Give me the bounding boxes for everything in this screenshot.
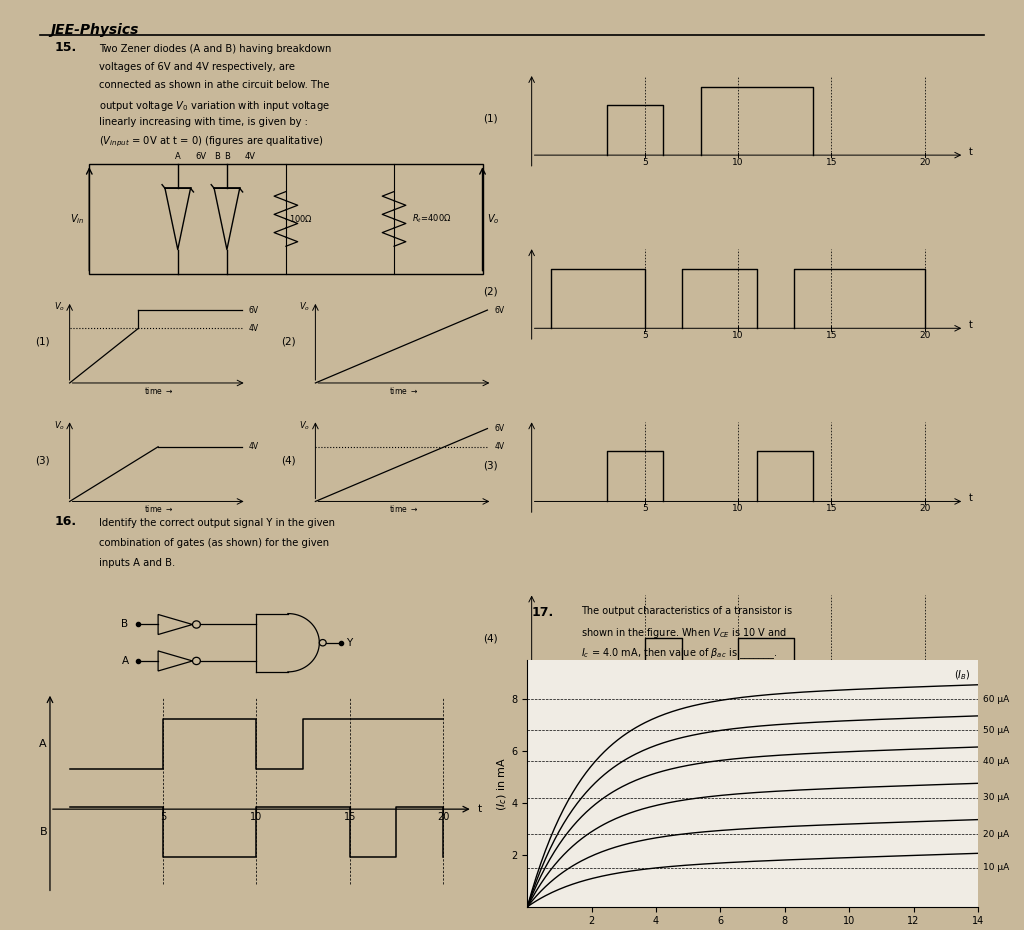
Text: (1): (1) bbox=[35, 337, 50, 347]
Text: B: B bbox=[39, 827, 47, 837]
Text: t: t bbox=[969, 320, 973, 330]
Text: 5: 5 bbox=[642, 331, 647, 340]
Text: Y: Y bbox=[346, 638, 352, 647]
Text: B: B bbox=[122, 619, 129, 630]
Text: B: B bbox=[224, 152, 229, 161]
Text: 15.: 15. bbox=[55, 41, 77, 54]
Text: 10 μA: 10 μA bbox=[983, 863, 1009, 872]
Text: 15: 15 bbox=[825, 678, 838, 686]
Text: $R_t$=400$\Omega$: $R_t$=400$\Omega$ bbox=[412, 213, 452, 225]
Text: Two Zener diodes (A and B) having breakdown: Two Zener diodes (A and B) having breakd… bbox=[99, 44, 332, 54]
Text: B: B bbox=[214, 152, 220, 161]
Text: 20: 20 bbox=[920, 678, 931, 686]
Text: voltages of 6V and 4V respectively, are: voltages of 6V and 4V respectively, are bbox=[99, 62, 295, 73]
Text: 15: 15 bbox=[344, 812, 356, 822]
Text: linearly increasing with time, is given by :: linearly increasing with time, is given … bbox=[99, 117, 308, 126]
Bar bbox=[89, 165, 482, 273]
Text: $I_c$ = 4.0 mA, then value of $\beta_{ac}$ is _______.: $I_c$ = 4.0 mA, then value of $\beta_{ac… bbox=[581, 646, 777, 661]
Text: inputs A and B.: inputs A and B. bbox=[99, 558, 175, 568]
Text: 20: 20 bbox=[920, 158, 931, 167]
Text: 20 μA: 20 μA bbox=[983, 830, 1009, 839]
Text: 6V: 6V bbox=[196, 152, 207, 161]
Text: 20: 20 bbox=[920, 504, 931, 513]
Text: 15: 15 bbox=[825, 331, 838, 340]
Text: 15: 15 bbox=[825, 158, 838, 167]
Text: (4): (4) bbox=[482, 633, 498, 644]
Text: shown in the figure. When $V_{CE}$ is 10 V and: shown in the figure. When $V_{CE}$ is 10… bbox=[581, 626, 787, 641]
Text: 5: 5 bbox=[642, 158, 647, 167]
Text: (1): (1) bbox=[482, 113, 498, 124]
Text: $V_o$: $V_o$ bbox=[53, 301, 65, 313]
Text: 6V: 6V bbox=[495, 306, 505, 314]
Text: (2): (2) bbox=[281, 337, 296, 347]
Text: time $\rightarrow$: time $\rightarrow$ bbox=[143, 385, 173, 396]
Text: $(I_B)$: $(I_B)$ bbox=[953, 669, 970, 683]
Text: 5: 5 bbox=[642, 504, 647, 513]
Text: t: t bbox=[969, 667, 973, 677]
Text: 5: 5 bbox=[642, 678, 647, 686]
Y-axis label: $(I_c)$ in mA: $(I_c)$ in mA bbox=[495, 756, 509, 811]
Text: (4): (4) bbox=[281, 456, 296, 465]
Text: 10: 10 bbox=[250, 812, 262, 822]
Text: A: A bbox=[122, 656, 129, 666]
Text: JEE-Physics: JEE-Physics bbox=[50, 23, 138, 37]
Text: 6V: 6V bbox=[495, 424, 505, 433]
Text: A: A bbox=[175, 152, 180, 161]
Text: 10: 10 bbox=[732, 331, 743, 340]
Text: $V_o$: $V_o$ bbox=[299, 419, 310, 432]
Text: (3): (3) bbox=[482, 460, 498, 470]
Text: (2): (2) bbox=[482, 286, 498, 297]
Text: A: A bbox=[39, 739, 47, 749]
Text: 40 μA: 40 μA bbox=[983, 757, 1009, 766]
Text: output voltage $V_0$ variation with input voltage: output voltage $V_0$ variation with inpu… bbox=[99, 99, 330, 113]
Text: 4V: 4V bbox=[245, 152, 256, 161]
Text: t: t bbox=[969, 494, 973, 503]
Text: t: t bbox=[969, 147, 973, 157]
Text: 10: 10 bbox=[732, 678, 743, 686]
Text: combination of gates (as shown) for the given: combination of gates (as shown) for the … bbox=[99, 538, 330, 548]
Text: 60 μA: 60 μA bbox=[983, 695, 1009, 704]
Text: 100$\Omega$: 100$\Omega$ bbox=[289, 213, 313, 224]
Text: 50 μA: 50 μA bbox=[983, 725, 1009, 735]
Text: Identify the correct output signal Y in the given: Identify the correct output signal Y in … bbox=[99, 518, 335, 528]
Text: The output characteristics of a transistor is: The output characteristics of a transist… bbox=[581, 606, 792, 617]
Text: $V_o$: $V_o$ bbox=[487, 212, 500, 226]
Text: $V_o$: $V_o$ bbox=[53, 419, 65, 432]
Text: $V_{in}$: $V_{in}$ bbox=[70, 212, 84, 226]
Text: 4V: 4V bbox=[249, 324, 259, 333]
Text: time $\rightarrow$: time $\rightarrow$ bbox=[389, 385, 419, 396]
Text: 5: 5 bbox=[160, 812, 166, 822]
Text: 20: 20 bbox=[920, 331, 931, 340]
Text: 20: 20 bbox=[437, 812, 450, 822]
Text: 15: 15 bbox=[825, 504, 838, 513]
Text: 17.: 17. bbox=[531, 606, 554, 619]
Text: ($V_{input}$ = 0V at t = 0) (figures are qualitative): ($V_{input}$ = 0V at t = 0) (figures are… bbox=[99, 135, 324, 150]
Text: 4V: 4V bbox=[495, 443, 505, 451]
Text: 16.: 16. bbox=[55, 515, 77, 528]
Text: time $\rightarrow$: time $\rightarrow$ bbox=[143, 503, 173, 514]
Text: 30 μA: 30 μA bbox=[983, 793, 1009, 803]
Text: t: t bbox=[477, 804, 481, 814]
Text: $V_o$: $V_o$ bbox=[299, 301, 310, 313]
Text: 6V: 6V bbox=[249, 306, 259, 314]
Text: connected as shown in athe circuit below. The: connected as shown in athe circuit below… bbox=[99, 80, 330, 90]
Text: 4V: 4V bbox=[249, 443, 259, 451]
Text: (3): (3) bbox=[35, 456, 50, 465]
Text: 10: 10 bbox=[732, 504, 743, 513]
Text: 10: 10 bbox=[732, 158, 743, 167]
Text: time $\rightarrow$: time $\rightarrow$ bbox=[389, 503, 419, 514]
